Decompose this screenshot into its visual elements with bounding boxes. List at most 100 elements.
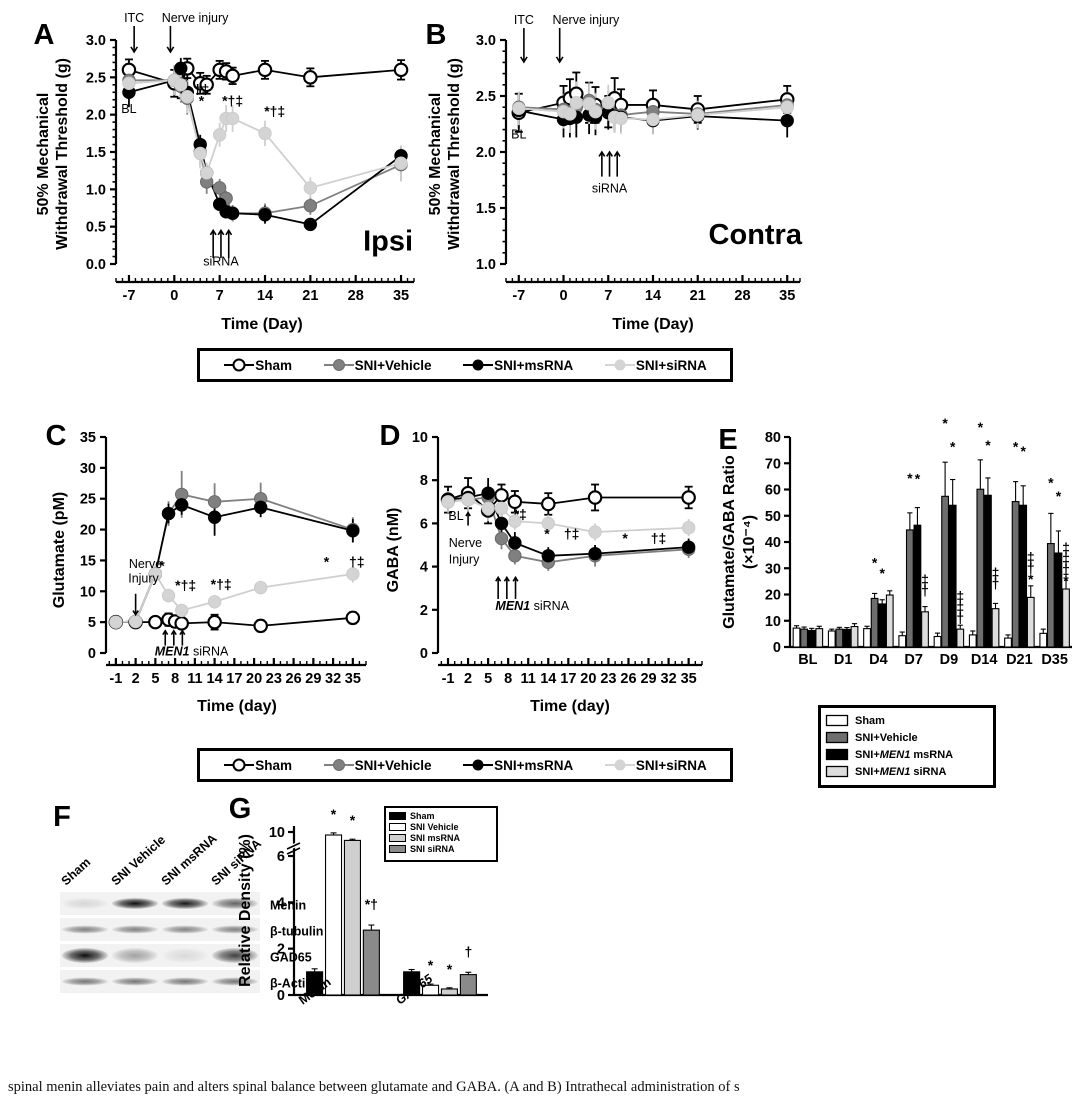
legend-marker-sirna-icon: [604, 359, 635, 371]
svg-text:BL: BL: [798, 652, 817, 668]
svg-text:14: 14: [257, 288, 273, 304]
svg-text:D4: D4: [869, 652, 888, 668]
svg-text:*: *: [872, 554, 878, 570]
svg-text:Nerve: Nerve: [449, 536, 482, 550]
legend-marker-vehicle-icon: [323, 359, 354, 371]
legend-item-vehicle: SNI+Vehicle: [323, 357, 432, 373]
svg-text:Glutamate (pM): Glutamate (pM): [51, 492, 68, 608]
svg-text:20: 20: [765, 588, 781, 604]
svg-text:*: *: [1028, 571, 1034, 587]
panel-g-chart: G 0 2 4 6 10 Relative Density (%) Menin GAD65 * * *…: [229, 793, 488, 1007]
svg-text:3.0: 3.0: [86, 33, 106, 49]
svg-text:†: †: [1027, 560, 1035, 576]
legend-label-g-sirna: SNI siRNA: [410, 843, 455, 854]
legend-swatch-g-msrna-icon: [389, 833, 406, 842]
svg-text:2: 2: [132, 671, 140, 687]
svg-text:8: 8: [420, 473, 428, 489]
svg-text:Withdrawal Threshold (g): Withdrawal Threshold (g): [54, 58, 71, 250]
svg-text:7: 7: [604, 288, 612, 304]
svg-text:*: *: [447, 961, 453, 977]
svg-text:*: *: [879, 565, 885, 581]
svg-text:*: *: [1056, 488, 1062, 504]
svg-text:0.0: 0.0: [86, 257, 106, 273]
svg-text:Ipsi: Ipsi: [363, 226, 413, 258]
svg-text:*†‡: *†‡: [211, 576, 232, 592]
svg-text:29: 29: [305, 671, 321, 687]
svg-text:†‡: †‡: [194, 81, 210, 97]
legend-item-e-sirna: SNI+MEN1 siRNA: [825, 763, 988, 780]
svg-text:5: 5: [151, 671, 159, 687]
legend-marker-msrna-icon-2: [463, 759, 494, 771]
svg-text:*: *: [907, 470, 913, 486]
legend-item-g-sham: Sham: [389, 810, 493, 821]
svg-text:D21: D21: [1006, 652, 1033, 668]
svg-text:*: *: [350, 812, 356, 828]
legend-label-sirna-2: SNI+siRNA: [635, 757, 707, 773]
svg-text:GAD65: GAD65: [270, 951, 312, 965]
svg-text:4: 4: [277, 895, 285, 911]
svg-text:†‡: †‡: [651, 530, 667, 546]
svg-text:7: 7: [216, 288, 224, 304]
svg-text:26: 26: [286, 671, 302, 687]
legend-swatch-g-vehicle-icon: [389, 822, 406, 831]
svg-text:10: 10: [269, 825, 285, 841]
svg-text:Injury: Injury: [128, 572, 159, 586]
svg-text:35: 35: [80, 430, 96, 446]
svg-text:20: 20: [80, 523, 96, 539]
svg-text:6: 6: [277, 849, 285, 865]
panel-e-legend-list: Sham SNI+Vehicle SNI+MEN1 msRNA SNI+MEN1…: [821, 708, 993, 784]
svg-text:ITC: ITC: [514, 13, 534, 27]
svg-text:0: 0: [420, 646, 428, 662]
svg-text:Time (Day): Time (Day): [221, 316, 303, 333]
svg-text:*: *: [622, 530, 628, 546]
svg-text:G: G: [229, 793, 252, 825]
svg-text:*‡: *‡: [514, 506, 527, 522]
svg-text:B: B: [426, 19, 447, 51]
panel-e-legend: Sham SNI+Vehicle SNI+MEN1 msRNA SNI+MEN1…: [818, 705, 996, 788]
svg-text:2.0: 2.0: [86, 108, 106, 124]
svg-text:50% Mechanical: 50% Mechanical: [35, 93, 52, 216]
svg-text:F: F: [53, 801, 71, 833]
svg-text:D9: D9: [940, 652, 959, 668]
svg-text:‡: ‡: [956, 588, 964, 604]
legend-marker-sirna-icon-2: [604, 759, 635, 771]
svg-text:*†: *†: [365, 896, 378, 912]
svg-text:*: *: [324, 554, 330, 570]
legend-label-msrna-2: SNI+msRNA: [494, 757, 574, 773]
legend-label-sirna: SNI+siRNA: [635, 357, 707, 373]
svg-text:ITC: ITC: [124, 11, 144, 25]
svg-text:BL: BL: [448, 509, 463, 523]
svg-text:*: *: [544, 526, 550, 542]
legend-swatch-msrna-icon: [825, 748, 849, 761]
svg-text:2: 2: [420, 603, 428, 619]
legend-label-msrna: SNI+msRNA: [494, 357, 574, 373]
legend-marker-vehicle-icon-2: [323, 759, 354, 771]
legend-item-g-msrna: SNI msRNA: [389, 832, 493, 843]
svg-text:35: 35: [681, 671, 697, 687]
svg-text:10: 10: [80, 584, 96, 600]
svg-text:‡: ‡: [921, 572, 929, 588]
svg-text:†‡: †‡: [349, 554, 365, 570]
svg-text:-1: -1: [442, 671, 455, 687]
svg-text:14: 14: [645, 288, 661, 304]
svg-text:Withdrawal Threshold (g): Withdrawal Threshold (g): [446, 58, 463, 250]
svg-text:†: †: [992, 575, 1000, 591]
svg-text:‡: ‡: [956, 599, 964, 615]
svg-text:-7: -7: [512, 288, 525, 304]
svg-text:*: *: [1013, 439, 1019, 455]
svg-text:20: 20: [246, 671, 262, 687]
panel-a-chart: A 0.0 0.5 1.0 1.5 2.0 2.5 3.0 -7 0 7 14 21 28 35 Time (…: [34, 11, 415, 333]
svg-text:Relative Density (%): Relative Density (%): [237, 834, 254, 987]
svg-text:26: 26: [620, 671, 636, 687]
svg-text:Nerve: Nerve: [129, 557, 162, 571]
svg-text:Glutamate/GABA Ratio: Glutamate/GABA Ratio: [721, 455, 738, 629]
svg-text:0.5: 0.5: [86, 220, 106, 236]
svg-text:29: 29: [640, 671, 656, 687]
svg-text:40: 40: [765, 535, 781, 551]
legend-item-e-vehicle: SNI+Vehicle: [825, 729, 988, 746]
svg-text:*: *: [199, 93, 205, 109]
svg-text:C: C: [46, 420, 67, 452]
svg-text:Nerve injury: Nerve injury: [553, 13, 620, 27]
